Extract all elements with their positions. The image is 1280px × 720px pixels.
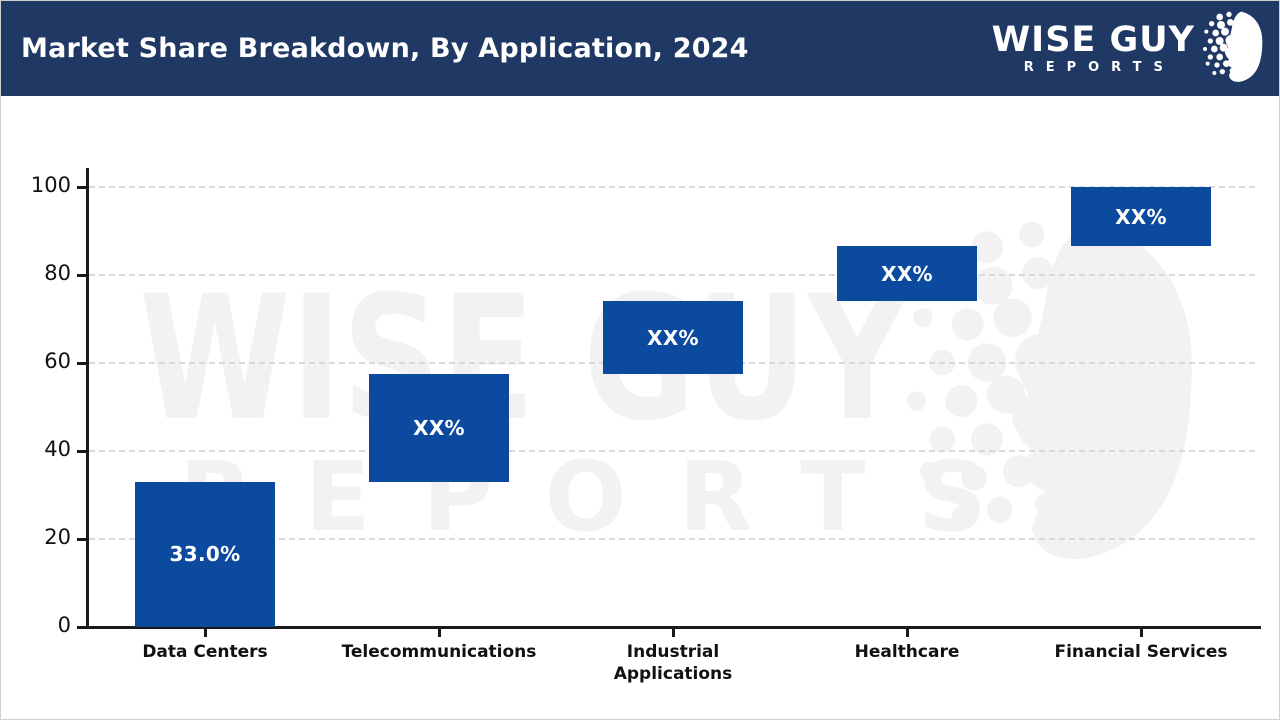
- x-axis-category-label: Data Centers: [142, 642, 268, 662]
- logo-reports-text: REPORTS: [1023, 60, 1175, 75]
- x-axis-tick: [203, 629, 207, 637]
- y-axis-tick-label: 100: [30, 173, 71, 197]
- y-axis-tick-label: 20: [44, 525, 71, 549]
- header-bar: Market Share Breakdown, By Application, …: [1, 1, 1280, 96]
- logo-wiseguy-text: WISE GUY: [991, 20, 1195, 60]
- gridline-y-40: [89, 450, 1255, 452]
- x-axis-tick: [905, 629, 909, 637]
- logo-text: WISE GUY REPORTS: [991, 20, 1195, 75]
- bar-value-label: XX%: [413, 415, 465, 440]
- y-axis-tick: [77, 361, 86, 365]
- x-axis-category-label: Healthcare: [854, 642, 960, 662]
- gridline-y-80: [89, 274, 1255, 276]
- bar-value-label: 33.0%: [169, 542, 241, 567]
- x-axis-tick: [671, 629, 675, 637]
- bar-value-label: XX%: [647, 325, 699, 350]
- x-axis-tick: [1139, 629, 1143, 637]
- bar-segment: XX%: [603, 301, 743, 374]
- y-axis-tick-label: 60: [44, 349, 71, 373]
- y-axis-tick: [77, 449, 86, 453]
- x-axis-category-label: Financial Services: [1054, 642, 1228, 662]
- x-axis-category-label: Industrial Applications: [613, 642, 733, 685]
- gridline-y-20: [89, 538, 1255, 540]
- bar-segment: XX%: [837, 246, 977, 302]
- dotted-head-profile-icon: [1199, 9, 1267, 89]
- bar-value-label: XX%: [1115, 204, 1167, 229]
- bar-segment: XX%: [1071, 187, 1211, 247]
- y-axis-tick-label: 40: [44, 437, 71, 461]
- gridline-y-100: [89, 186, 1255, 188]
- bar-segment: 33.0%: [135, 481, 275, 627]
- wise-guy-reports-logo: WISE GUY REPORTS: [992, 9, 1280, 89]
- bar-value-label: XX%: [881, 261, 933, 286]
- x-axis-line: [86, 626, 1261, 629]
- y-axis-tick: [77, 625, 86, 629]
- y-axis-tick: [77, 537, 86, 541]
- y-axis-tick: [77, 273, 86, 277]
- y-axis-tick: [77, 185, 86, 189]
- watermark-text-wiseguy: WISE GUY: [139, 258, 908, 459]
- y-axis-tick-label: 0: [57, 613, 71, 637]
- watermark-text-reports: REPORTS: [179, 441, 1039, 553]
- y-axis-tick-label: 80: [44, 261, 71, 285]
- x-axis-category-label: Telecommunications: [341, 642, 537, 662]
- bar-segment: XX%: [369, 374, 509, 482]
- y-axis-line: [86, 168, 89, 629]
- page-title: Market Share Breakdown, By Application, …: [21, 33, 749, 64]
- x-axis-tick: [437, 629, 441, 637]
